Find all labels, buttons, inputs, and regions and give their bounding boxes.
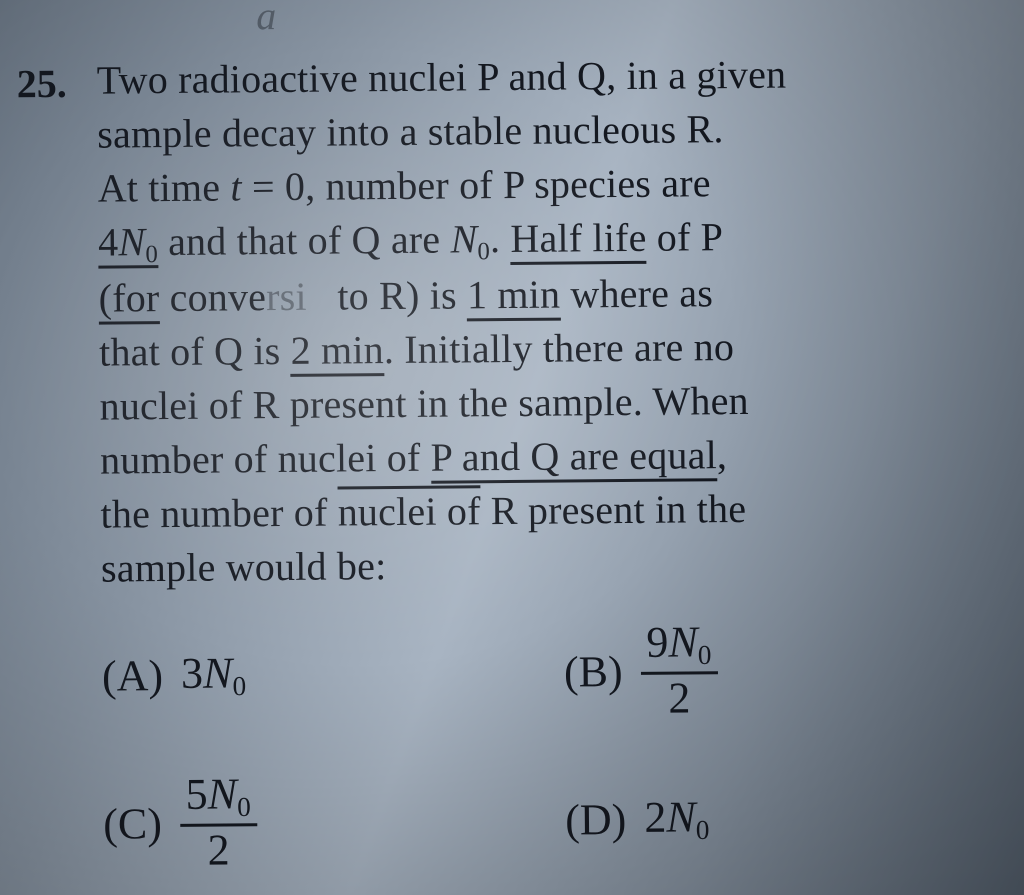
question-number: 25.	[17, 54, 97, 108]
options-grid: (A) 3N0 (B) 9N02 (C) 5N02 (D) 2N0	[102, 618, 988, 874]
question-line: that of Q is 2 min. Initially there are …	[99, 318, 983, 380]
option-label: (C)	[103, 798, 162, 850]
page-container: a 25. Two radioactive nuclei P and Q, in…	[0, 0, 1024, 895]
question-row: 25. Two radioactive nuclei P and Q, in a…	[17, 46, 986, 597]
question-line: nuclei of R present in the sample. When	[99, 372, 983, 434]
option-c: (C) 5N02	[103, 770, 526, 874]
option-value: 3N0	[181, 647, 246, 702]
option-a: (A) 3N0	[102, 622, 525, 726]
question-text: Two radioactive nuclei P and Q, in a giv…	[97, 46, 986, 596]
option-label: (A)	[102, 650, 164, 702]
question-line: sample would be:	[101, 534, 985, 596]
question-line: At time t = 0, number of P species are	[97, 154, 981, 216]
option-label: (B)	[564, 646, 623, 698]
question-line: (for conversi to R) is 1 min where as	[98, 264, 982, 326]
question-line: the number of nuclei of R present in the	[100, 480, 984, 542]
question-line: Two radioactive nuclei P and Q, in a giv…	[97, 46, 981, 108]
question-line: 4N0 and that of Q are N0. Half life of P	[98, 208, 982, 272]
option-d: (D) 2N0	[565, 766, 988, 870]
option-label: (D)	[565, 794, 627, 846]
question-line: sample decay into a stable nucleous R.	[97, 100, 981, 162]
option-b: (B) 9N02	[564, 618, 987, 722]
option-value: 9N02	[640, 621, 718, 722]
option-value: 5N02	[179, 773, 257, 874]
option-value: 2N0	[644, 791, 709, 846]
prev-page-fragment: a	[256, 0, 276, 39]
question-line: number of nuclei of P and Q are equal,	[100, 426, 984, 488]
